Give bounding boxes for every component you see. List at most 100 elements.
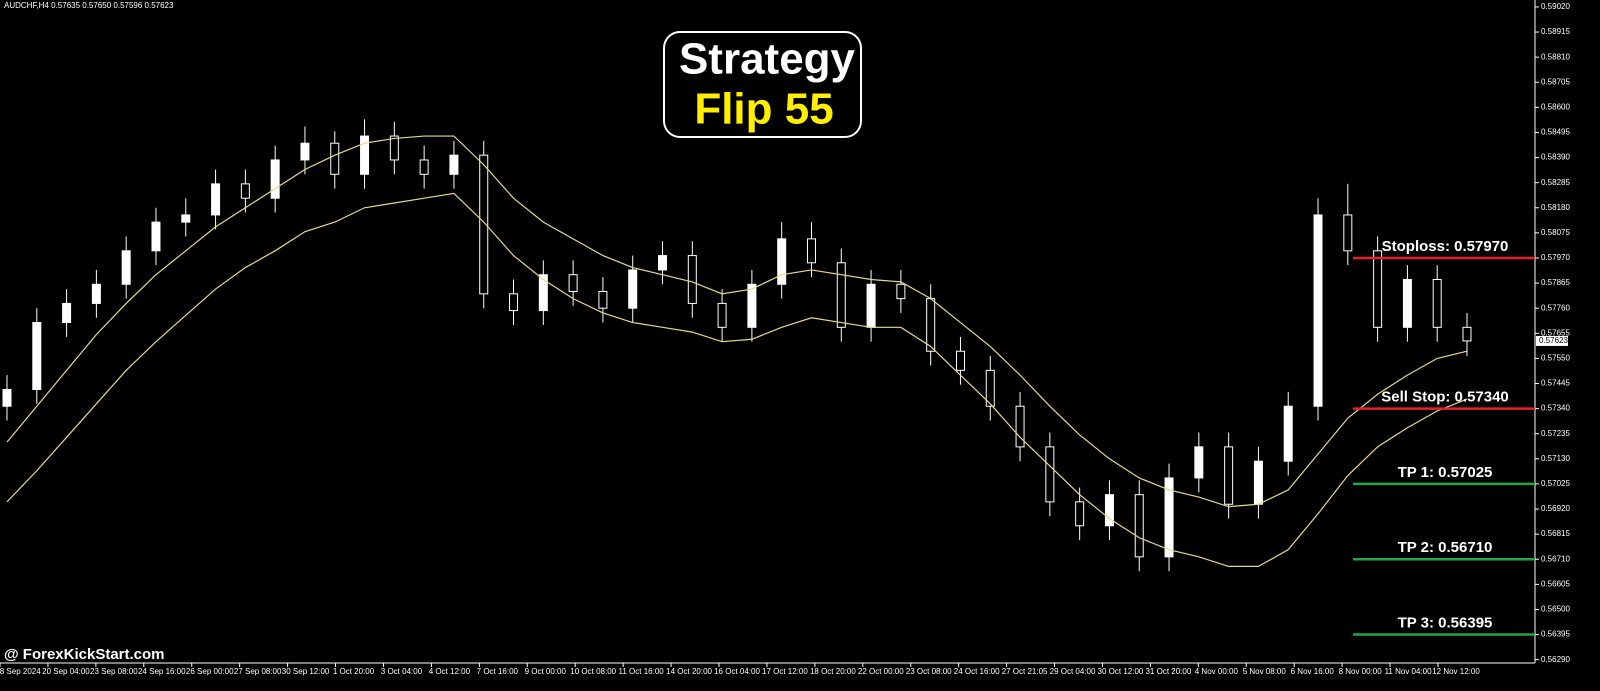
y-tick-label: 0.58180 (1541, 203, 1570, 212)
y-tick-label: 0.58285 (1541, 178, 1570, 187)
x-tick-label: 9 Oct 00:00 (525, 667, 567, 676)
y-tick-label: 0.58495 (1541, 128, 1570, 137)
level-label: Stoploss: 0.57970 (1382, 238, 1509, 255)
candle-body (687, 255, 697, 304)
candle-body (896, 283, 906, 300)
candle-body (1194, 446, 1204, 479)
candle-body (151, 221, 161, 252)
y-tick-label: 0.57760 (1541, 303, 1570, 312)
candle-body (121, 250, 131, 285)
level-label: TP 1: 0.57025 (1398, 464, 1493, 481)
candle-body (747, 283, 757, 328)
candle-body (598, 290, 608, 309)
x-tick-label: 23 Sep 08:00 (90, 667, 138, 676)
level-label: Sell Stop: 0.57340 (1381, 389, 1509, 406)
candle-body (866, 283, 876, 328)
candle-body (1253, 460, 1263, 505)
candle-body (777, 238, 787, 285)
candle-body (985, 369, 995, 407)
y-tick-label: 0.57130 (1541, 454, 1570, 463)
candle-body (300, 142, 310, 161)
y-tick-label: 0.58810 (1541, 52, 1570, 61)
candle-body (360, 135, 370, 175)
candle-body (270, 159, 280, 199)
y-tick-label: 0.56290 (1541, 655, 1570, 664)
x-tick-label: 1 Oct 20:00 (333, 667, 375, 676)
candle-body (1164, 477, 1174, 558)
x-tick-label: 24 Oct 16:00 (954, 667, 1000, 676)
y-tick-label: 0.56395 (1541, 630, 1570, 639)
y-tick-label: 0.56605 (1541, 579, 1570, 588)
candle-body (62, 302, 72, 324)
y-tick-label: 0.57865 (1541, 278, 1570, 287)
title-box (663, 31, 862, 138)
y-tick-label: 0.56920 (1541, 504, 1570, 513)
x-tick-label: 18 Sep 2024 (0, 667, 41, 676)
candle-body (1373, 250, 1383, 328)
x-tick-label: 14 Oct 20:00 (666, 667, 712, 676)
candle-body (479, 154, 489, 295)
y-tick-label: 0.57970 (1541, 253, 1570, 262)
chart-subtitle: Flip 55 (694, 85, 833, 134)
candle-body (1432, 278, 1442, 328)
x-tick-label: 16 Oct 04:00 (714, 667, 760, 676)
candle-body (240, 183, 250, 199)
x-tick-label: 27 Sep 08:00 (234, 667, 282, 676)
x-tick-label: 12 Nov 12:00 (1432, 667, 1480, 676)
candle-body (717, 302, 727, 328)
candle-body (658, 255, 668, 271)
y-tick-label: 0.58705 (1541, 77, 1570, 86)
current-price-label: 0.57623 (1539, 336, 1568, 345)
candle-body (449, 154, 459, 175)
y-tick-label: 0.57340 (1541, 404, 1570, 413)
candle-body (32, 322, 42, 390)
moving-average (6, 135, 1468, 508)
candle-body (568, 274, 578, 292)
x-tick-label: 10 Oct 08:00 (570, 667, 616, 676)
level-label: TP 2: 0.56710 (1398, 539, 1493, 556)
candle-body (628, 269, 638, 309)
x-tick-label: 30 Sep 12:00 (282, 667, 330, 676)
x-tick-label: 5 Nov 08:00 (1243, 667, 1287, 676)
candle-body (1134, 494, 1144, 558)
x-tick-label: 26 Sep 00:00 (186, 667, 234, 676)
candle-body (836, 262, 846, 328)
y-tick-label: 0.57550 (1541, 354, 1570, 363)
candle-body (2, 388, 12, 407)
candle-body (1015, 405, 1025, 448)
x-tick-label: 3 Oct 04:00 (381, 667, 423, 676)
candle-body (1104, 494, 1114, 527)
x-tick-label: 23 Oct 08:00 (906, 667, 952, 676)
candle-body (1313, 214, 1323, 407)
x-tick-label: 11 Nov 04:00 (1385, 667, 1433, 676)
y-tick-label: 0.59020 (1541, 2, 1570, 11)
y-tick-label: 0.56710 (1541, 554, 1570, 563)
x-tick-label: 17 Oct 12:00 (762, 667, 808, 676)
y-tick-label: 0.58390 (1541, 153, 1570, 162)
candle-body (1462, 326, 1472, 342)
x-tick-label: 31 Oct 20:00 (1145, 667, 1191, 676)
candle-body (181, 214, 191, 223)
x-tick-label: 18 Oct 20:00 (810, 667, 856, 676)
candle-body (1283, 405, 1293, 462)
watermark: @ ForexKickStart.com (4, 646, 165, 663)
y-tick-label: 0.58915 (1541, 27, 1570, 36)
chart-title: Strategy (679, 35, 856, 84)
x-tick-label: 24 Sep 16:00 (138, 667, 186, 676)
candle-body (1224, 446, 1234, 505)
x-tick-label: 30 Oct 12:00 (1098, 667, 1144, 676)
y-tick-label: 0.57445 (1541, 379, 1570, 388)
x-tick-label: 11 Oct 16:00 (619, 667, 665, 676)
candle-body (91, 283, 101, 304)
y-tick-label: 0.57025 (1541, 479, 1570, 488)
x-tick-label: 20 Sep 04:00 (42, 667, 90, 676)
candle-body (1045, 446, 1055, 503)
candle-body (806, 238, 816, 264)
x-tick-label: 4 Oct 12:00 (429, 667, 471, 676)
candle-body (1343, 214, 1353, 252)
candle-body (1402, 278, 1412, 328)
y-tick-label: 0.58600 (1541, 102, 1570, 111)
y-tick-label: 0.56500 (1541, 605, 1570, 614)
